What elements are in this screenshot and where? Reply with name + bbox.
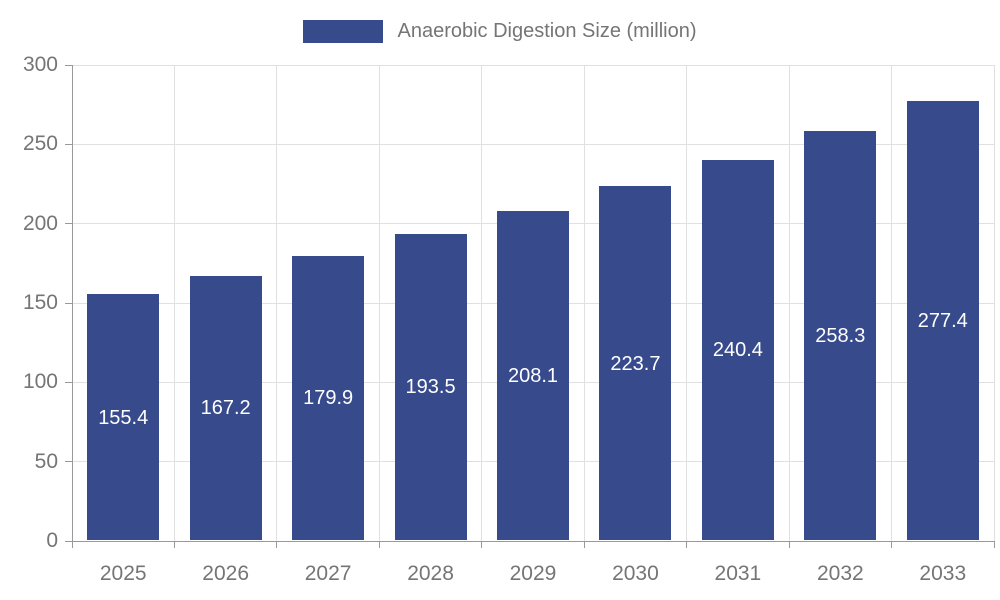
x-axis-tick-label: 2033 (919, 562, 967, 585)
y-axis-tick (65, 540, 72, 542)
bar-value-label: 223.7 (610, 352, 661, 375)
x-axis-tick-label: 2027 (304, 562, 352, 585)
x-axis-tick (583, 541, 585, 548)
bar-value-label: 240.4 (712, 339, 763, 362)
chart-legend: Anaerobic Digestion Size (million) (0, 19, 1000, 43)
bar (394, 233, 467, 540)
bar-value-label: 167.2 (200, 397, 251, 420)
legend-label: Anaerobic Digestion Size (million) (397, 19, 697, 42)
x-axis-tick (481, 541, 483, 548)
y-axis-tick-label: 0 (46, 529, 58, 552)
bar-value-label: 179.9 (303, 387, 354, 410)
x-axis-tick-label: 2032 (816, 562, 864, 585)
x-axis-tick (378, 541, 380, 548)
x-gridline (276, 65, 278, 541)
x-axis-tick (788, 541, 790, 548)
y-axis-tick-label: 250 (22, 132, 58, 156)
y-gridline (72, 64, 994, 66)
x-axis-tick-label: 2029 (509, 562, 557, 585)
bar (906, 100, 979, 540)
x-axis-tick (686, 541, 688, 548)
bar-value-label: 208.1 (507, 364, 559, 387)
y-axis-tick-label: 100 (22, 370, 58, 394)
y-axis-tick (65, 461, 72, 463)
bar-value-label: 193.5 (405, 376, 456, 399)
x-gridline (788, 65, 790, 541)
bar (87, 294, 160, 540)
x-gridline (481, 65, 483, 541)
x-gridline (891, 65, 893, 541)
bar (701, 159, 774, 540)
y-axis-tick (65, 302, 72, 304)
bar-value-label: 155.4 (98, 406, 149, 429)
bar (292, 255, 365, 540)
x-axis-line (72, 540, 994, 542)
y-axis-tick-label: 200 (22, 211, 58, 235)
y-axis-tick (65, 223, 72, 225)
x-axis-tick-label: 2030 (612, 562, 659, 585)
x-axis-tick (891, 541, 893, 548)
bar-value-label: 258.3 (815, 325, 866, 348)
y-axis-line (71, 65, 73, 548)
x-gridline (993, 65, 995, 541)
bar (189, 275, 262, 540)
bar (599, 186, 672, 540)
x-gridline (173, 65, 175, 541)
y-axis-tick-label: 150 (22, 291, 58, 314)
x-axis-tick-label: 2028 (407, 562, 454, 585)
y-axis-tick (65, 143, 72, 145)
legend-swatch-icon (303, 19, 384, 43)
bar-value-label: 277.4 (917, 309, 968, 332)
x-gridline (583, 65, 585, 541)
x-gridline (378, 65, 380, 541)
y-axis-tick (65, 64, 72, 66)
x-axis-tick (276, 541, 278, 548)
x-axis-tick (993, 541, 995, 548)
x-axis-tick-label: 2031 (714, 562, 762, 585)
bar (804, 131, 877, 540)
y-axis-tick (65, 381, 72, 383)
x-gridline (686, 65, 688, 541)
y-gridline (72, 143, 994, 145)
bar (497, 210, 569, 540)
x-axis-tick-label: 2025 (99, 562, 147, 585)
y-axis-tick-label: 50 (34, 449, 58, 473)
y-axis-tick-label: 300 (22, 53, 58, 76)
x-axis-tick (173, 541, 175, 548)
x-axis-tick-label: 2026 (202, 562, 250, 585)
